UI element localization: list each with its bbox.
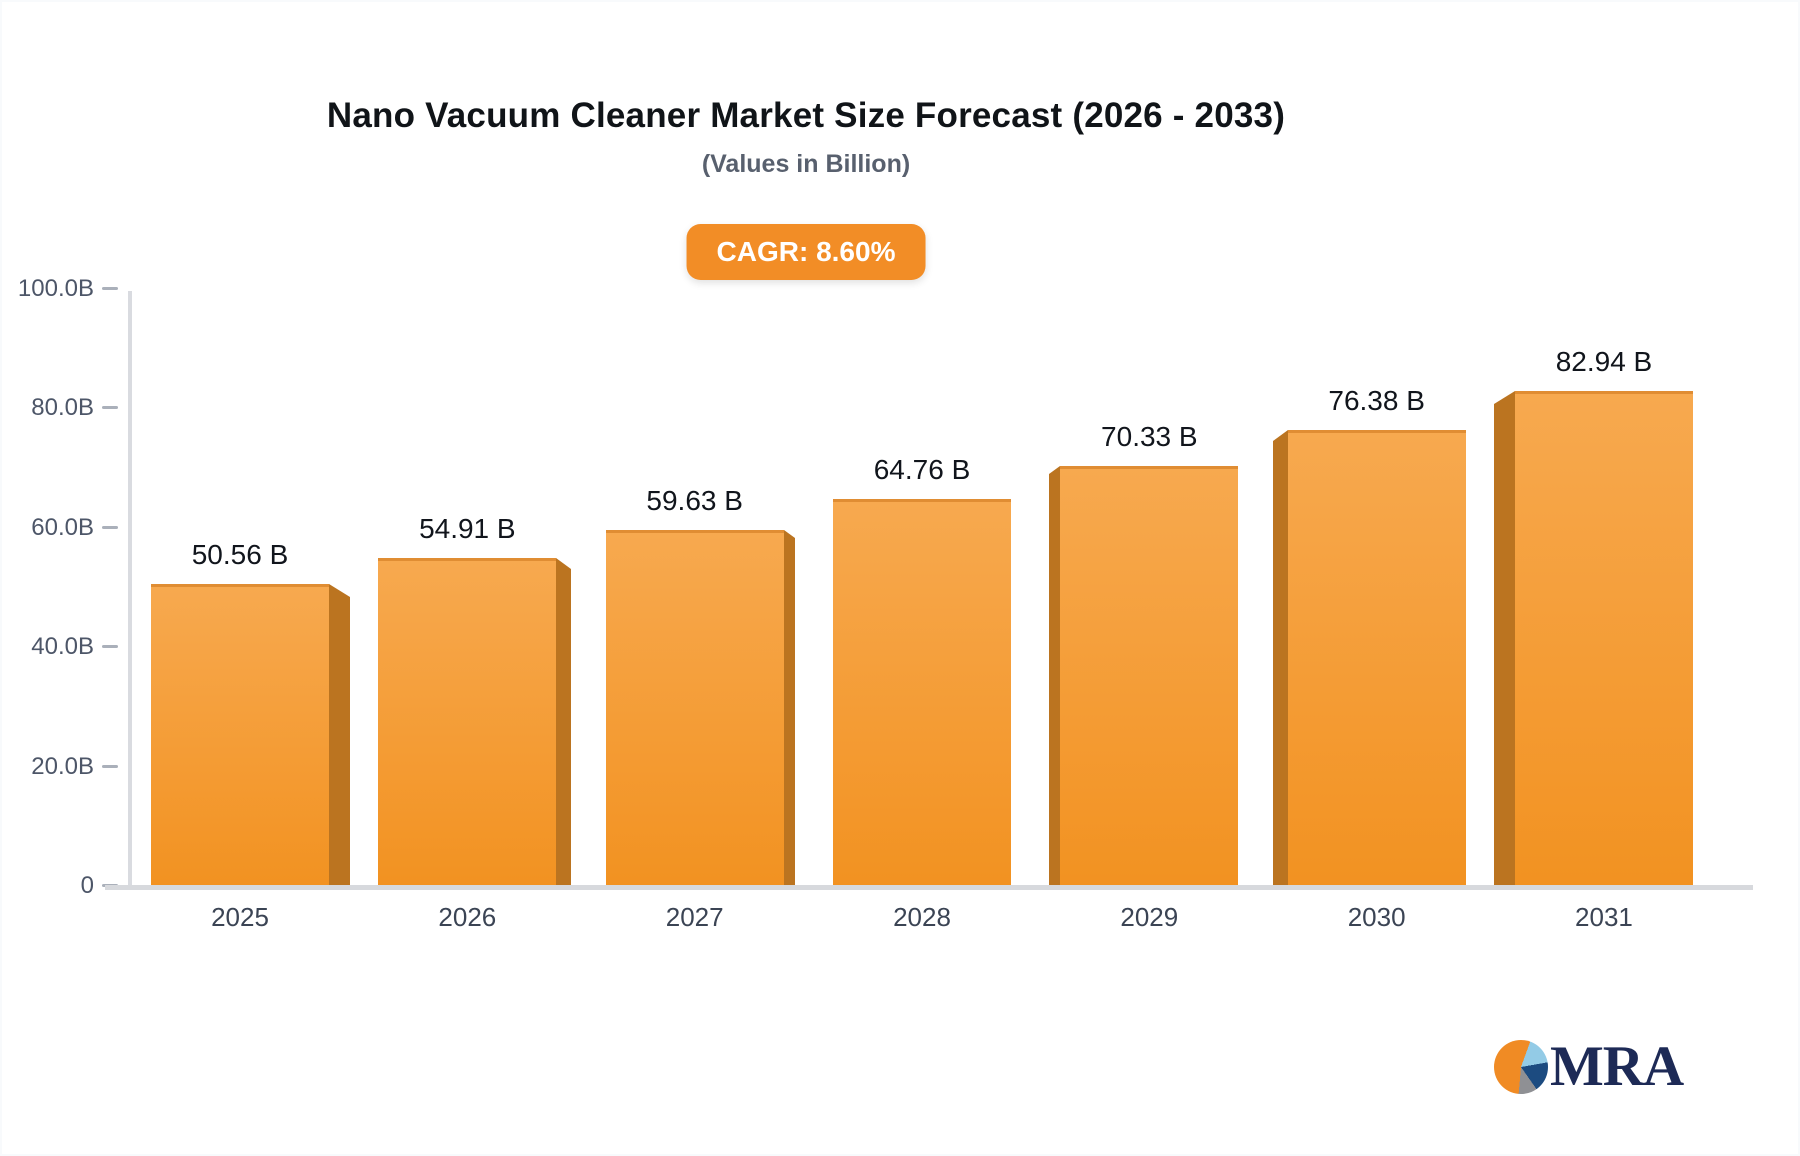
bar-side-face — [556, 558, 571, 886]
page-title: Nano Vacuum Cleaner Market Size Forecast… — [326, 96, 1286, 135]
bar-value-label: 50.56 B — [191, 539, 289, 570]
x-axis-line — [105, 885, 1753, 890]
y-tick-mark — [102, 645, 118, 648]
y-tick-label: 60.0B — [31, 514, 94, 541]
x-tick-label: 2030 — [1347, 902, 1406, 932]
bar-2031 — [1515, 391, 1693, 886]
x-tick-label: 2029 — [1120, 902, 1179, 932]
bar-value-label: 64.76 B — [873, 454, 971, 485]
x-tick-label: 2028 — [893, 902, 951, 932]
bar-value-label: 59.63 B — [646, 485, 743, 516]
y-tick-mark — [102, 765, 118, 768]
bar-side-face — [784, 530, 795, 886]
cagr-badge: CAGR: 8.60% — [686, 224, 926, 280]
bar-value-label: 70.33 B — [1101, 421, 1198, 452]
bar-side-face — [1049, 466, 1060, 886]
y-tick-label: 20.0B — [31, 753, 94, 780]
bar-side-face — [329, 584, 350, 886]
bar-2030 — [1288, 430, 1466, 886]
bar-2025 — [151, 584, 329, 886]
x-tick-label: 2025 — [211, 902, 269, 932]
y-tick-mark — [102, 406, 118, 409]
brand-pie-icon — [1494, 1040, 1548, 1094]
x-tick-label: 2031 — [1575, 902, 1633, 932]
bar-value-label: 54.91 B — [419, 513, 516, 544]
page-subtitle: (Values in Billion) — [701, 150, 911, 178]
y-tick-mark — [102, 526, 118, 529]
bar-side-face — [1494, 391, 1515, 886]
y-tick-label: 100.0B — [17, 275, 94, 302]
bar-2027 — [606, 530, 784, 886]
x-tick-label: 2026 — [438, 902, 497, 932]
bar-value-label: 76.38 B — [1328, 385, 1425, 416]
x-tick-label: 2027 — [665, 902, 724, 932]
bar-2028 — [833, 499, 1011, 886]
y-tick-label: 80.0B — [31, 394, 94, 421]
y-tick-label: 40.0B — [31, 633, 94, 660]
bar-value-label: 82.94 B — [1555, 346, 1653, 377]
brand-text: MRA — [1550, 1035, 1684, 1098]
bar-2029 — [1060, 466, 1238, 886]
bar-side-face — [1273, 430, 1288, 886]
y-axis-line — [128, 291, 132, 886]
y-tick-label: 0 — [80, 872, 94, 899]
bar-2026 — [378, 558, 556, 886]
brand-logo: MRA — [1494, 1035, 1684, 1098]
y-tick-mark — [102, 287, 118, 290]
